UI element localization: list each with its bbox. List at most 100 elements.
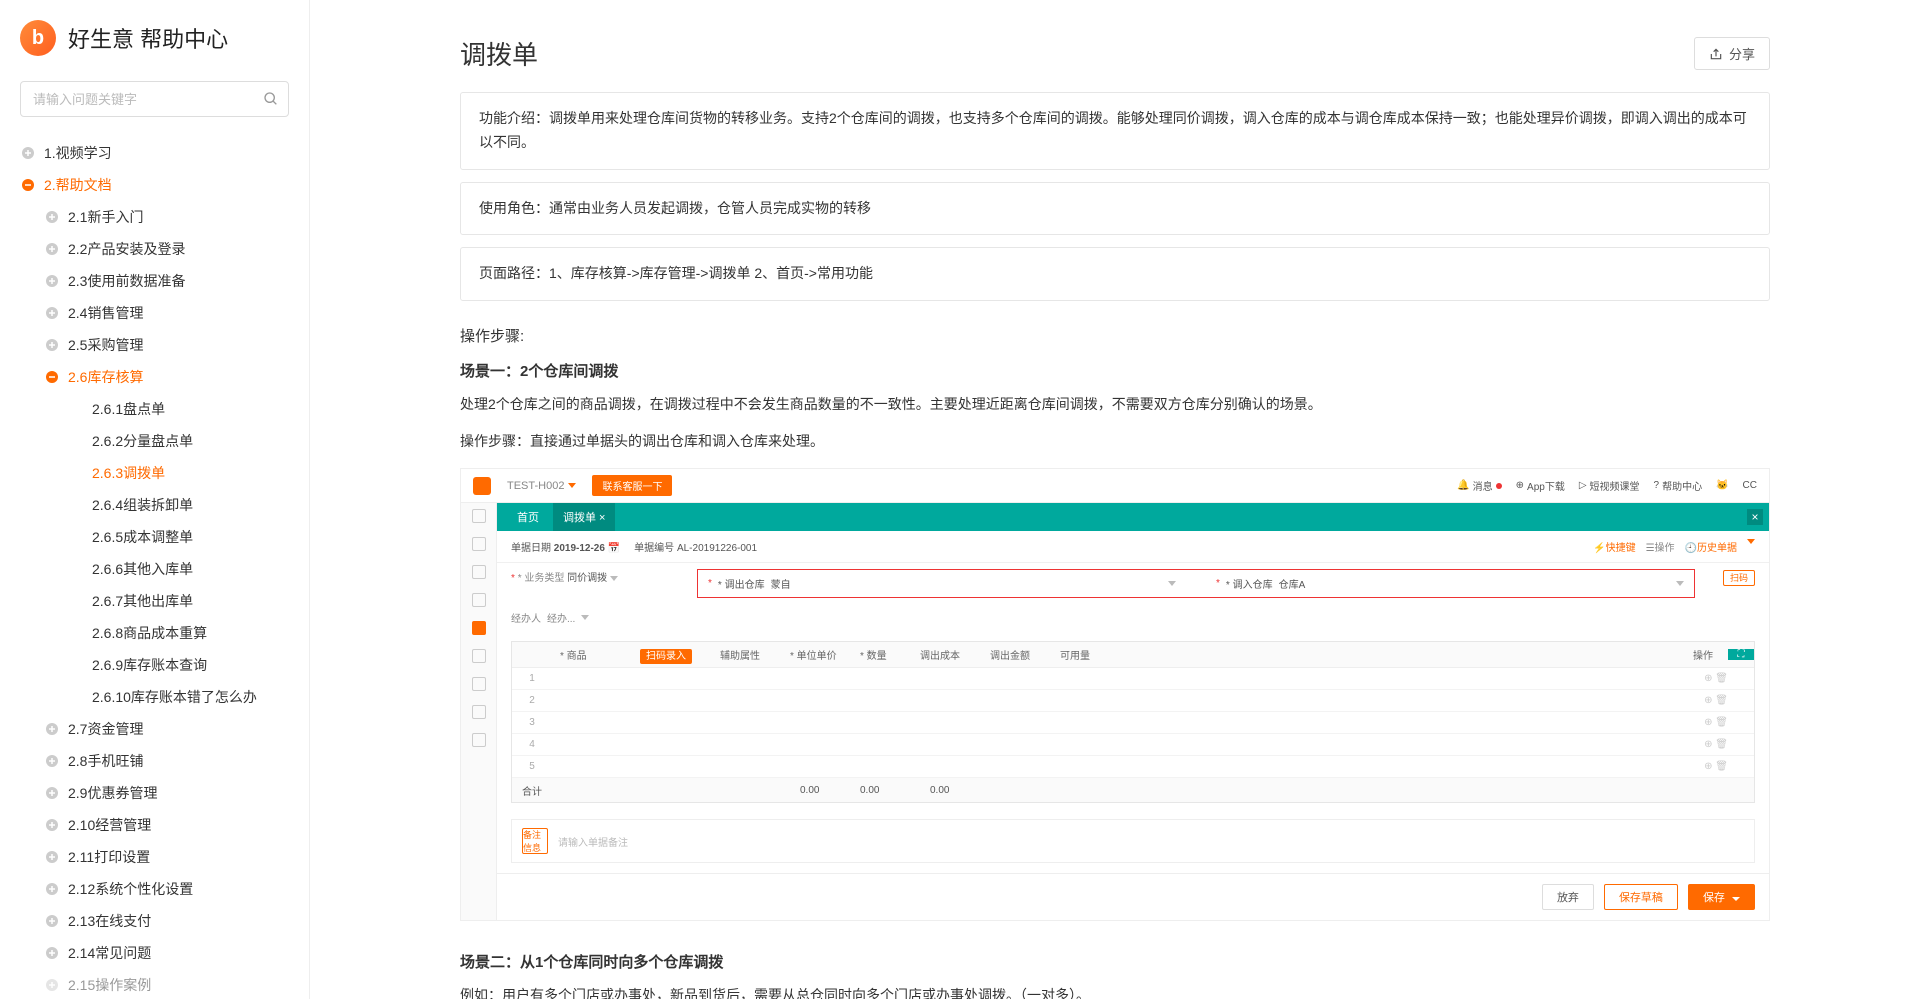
scene2-title: 场景二：从1个仓库同时向多个仓库调拨 — [460, 951, 1770, 972]
rail-icon — [472, 537, 486, 551]
table-row: 5⊕ 🗑 — [512, 756, 1754, 778]
logo-text: 好生意 帮助中心 — [68, 22, 228, 54]
nav-2-9[interactable]: 2.9优惠券管理 — [20, 777, 289, 809]
sum-v2: 0.00 — [852, 785, 922, 796]
rail-icon — [472, 733, 486, 747]
nav-label: 2.6.3调拨单 — [92, 457, 165, 489]
nav-label: 2.1新手入门 — [68, 201, 143, 233]
nav-2-6-9[interactable]: 2.6.9库存账本查询 — [20, 649, 289, 681]
rail-icon — [472, 677, 486, 691]
nav-2-14[interactable]: 2.14常见问题 — [20, 937, 289, 969]
nav-label: 2.6库存核算 — [68, 361, 143, 393]
nav-2-4[interactable]: 2.4销售管理 — [20, 297, 289, 329]
path-box: 页面路径：1、库存核算->库存管理->调拨单 2、首页->常用功能 — [460, 247, 1770, 301]
mock-note: 备注信息 请输入单据备注 — [511, 819, 1755, 863]
path-label: 页面路径： — [479, 265, 549, 281]
path-text: 1、库存核算->库存管理->调拨单 2、首页->常用功能 — [549, 265, 873, 281]
steps-title: 操作步骤: — [460, 325, 1770, 346]
table-row: 4⊕ 🗑 — [512, 734, 1754, 756]
search-icon — [263, 91, 279, 107]
mock-left-rail — [461, 503, 497, 920]
nav-label: 2.6.2分量盘点单 — [92, 425, 193, 457]
mock-app-link: ⊕App下载 — [1516, 478, 1565, 493]
note-icon: 备注信息 — [522, 828, 548, 854]
nav-2-1[interactable]: 2.1新手入门 — [20, 201, 289, 233]
mock-save-btn: 保存 — [1688, 884, 1755, 910]
nav-label: 2.14常见问题 — [68, 937, 151, 969]
chevron-down-icon — [1747, 539, 1755, 544]
role-label: 使用角色： — [479, 200, 549, 216]
th-ops: 操作 — [1678, 647, 1728, 662]
rail-icon — [472, 649, 486, 663]
nav-2-10[interactable]: 2.10经营管理 — [20, 809, 289, 841]
nav-2-6-10[interactable]: 2.6.10库存账本错了怎么办 — [20, 681, 289, 713]
intro-label: 功能介绍： — [479, 110, 549, 126]
nav-label: 2.6.9库存账本查询 — [92, 649, 207, 681]
chevron-down-icon — [1168, 581, 1176, 586]
mock-table: * 商品 扫码录入 辅助属性 * 单位单价 * 数量 调出成本 调出金额 可用量… — [511, 641, 1755, 803]
nav-2-3[interactable]: 2.3使用前数据准备 — [20, 265, 289, 297]
nav-label: 2.帮助文档 — [44, 169, 112, 201]
nav-2-6-1[interactable]: 2.6.1盘点单 — [20, 393, 289, 425]
nav-label: 2.15操作案例 — [68, 969, 151, 999]
nav-label: 2.3使用前数据准备 — [68, 265, 185, 297]
nav-2-6-2[interactable]: 2.6.2分量盘点单 — [20, 425, 289, 457]
th-unit: * 单位单价 — [782, 647, 852, 662]
nav-2-11[interactable]: 2.11打印设置 — [20, 841, 289, 873]
nav-video[interactable]: 1.视频学习 — [20, 137, 289, 169]
logo-icon: b — [20, 20, 56, 56]
mock-billno-label: 单据编号 — [634, 543, 674, 554]
intro-box: 功能介绍：调拨单用来处理仓库间货物的转移业务。支持2个仓库间的调拨，也支持多个仓… — [460, 92, 1770, 170]
mock-screenshot-1: TEST-H002 联系客服一下 🔔消息 ⊕App下载 ▷短视频课堂 ?帮助中心… — [460, 468, 1770, 921]
table-row: 2⊕ 🗑 — [512, 690, 1754, 712]
mock-scan-btn: 扫码 — [1723, 570, 1755, 586]
th-cost: 调出成本 — [912, 647, 982, 662]
nav-2-5[interactable]: 2.5采购管理 — [20, 329, 289, 361]
nav-2-6-7[interactable]: 2.6.7其他出库单 — [20, 585, 289, 617]
nav-label: 2.6.10库存账本错了怎么办 — [92, 681, 257, 713]
share-label: 分享 — [1729, 44, 1755, 63]
intro-text: 调拨单用来处理仓库间货物的转移业务。支持2个仓库间的调拨，也支持多个仓库间的调拨… — [479, 110, 1747, 150]
search-input[interactable] — [20, 81, 289, 117]
nav-docs[interactable]: 2.帮助文档 — [20, 169, 289, 201]
chevron-down-icon — [1732, 897, 1740, 901]
nav-2-6[interactable]: 2.6库存核算 — [20, 361, 289, 393]
mock-date-value: 2019-12-26 — [554, 543, 605, 554]
mock-hist-link: 🕘历史单据 — [1685, 539, 1737, 554]
mock-biztype-label: * 业务类型 — [518, 573, 565, 584]
mock-user: CC — [1743, 480, 1757, 491]
nav-2-7[interactable]: 2.7资金管理 — [20, 713, 289, 745]
nav-2-15[interactable]: 2.15操作案例 — [20, 969, 289, 999]
nav-label: 2.12系统个性化设置 — [68, 873, 193, 905]
scene1-p1: 处理2个仓库之间的商品调拨，在调拨过程中不会发生商品数量的不一致性。主要处理近距… — [460, 391, 1770, 418]
nav-2-6-4[interactable]: 2.6.4组装拆卸单 — [20, 489, 289, 521]
nav-2-12[interactable]: 2.12系统个性化设置 — [20, 873, 289, 905]
table-sum: 合计 0.00 0.00 0.00 — [512, 778, 1754, 802]
nav-label: 2.9优惠券管理 — [68, 777, 157, 809]
role-box: 使用角色：通常由业务人员发起调拨，仓管人员完成实物的转移 — [460, 182, 1770, 236]
nav-2-8[interactable]: 2.8手机旺铺 — [20, 745, 289, 777]
nav-label: 1.视频学习 — [44, 137, 112, 169]
mock-op-link: ☰操作 — [1646, 539, 1675, 554]
th-avail: 可用量 — [1052, 647, 1678, 662]
nav-label: 2.2产品安装及登录 — [68, 233, 185, 265]
role-text: 通常由业务人员发起调拨，仓管人员完成实物的转移 — [549, 200, 871, 216]
mock-billno-value: AL-20191226-001 — [677, 543, 757, 554]
mock-header-bar: 单据日期 2019-12-26 📅 单据编号 AL-20191226-001 ⚡… — [497, 531, 1769, 563]
expand-icon: ⛶ — [1728, 649, 1754, 660]
mock-biztype-value: 同价调拨 — [567, 573, 607, 584]
nav-2-6-3[interactable]: 2.6.3调拨单 — [20, 457, 289, 489]
nav-2-6-8[interactable]: 2.6.8商品成本重算 — [20, 617, 289, 649]
nav-2-2[interactable]: 2.2产品安装及登录 — [20, 233, 289, 265]
table-row: 3⊕ 🗑 — [512, 712, 1754, 734]
mock-row2: 经办人 经办... — [497, 604, 1769, 635]
mock-footer: 放弃 保存草稿 保存 — [497, 873, 1769, 920]
share-button[interactable]: 分享 — [1694, 37, 1770, 70]
rail-icon — [472, 565, 486, 579]
share-icon — [1709, 47, 1723, 61]
th-import: 扫码录入 — [640, 649, 692, 664]
nav-2-6-6[interactable]: 2.6.6其他入库单 — [20, 553, 289, 585]
th-amount: 调出金额 — [982, 647, 1052, 662]
nav-2-13[interactable]: 2.13在线支付 — [20, 905, 289, 937]
nav-2-6-5[interactable]: 2.6.5成本调整单 — [20, 521, 289, 553]
